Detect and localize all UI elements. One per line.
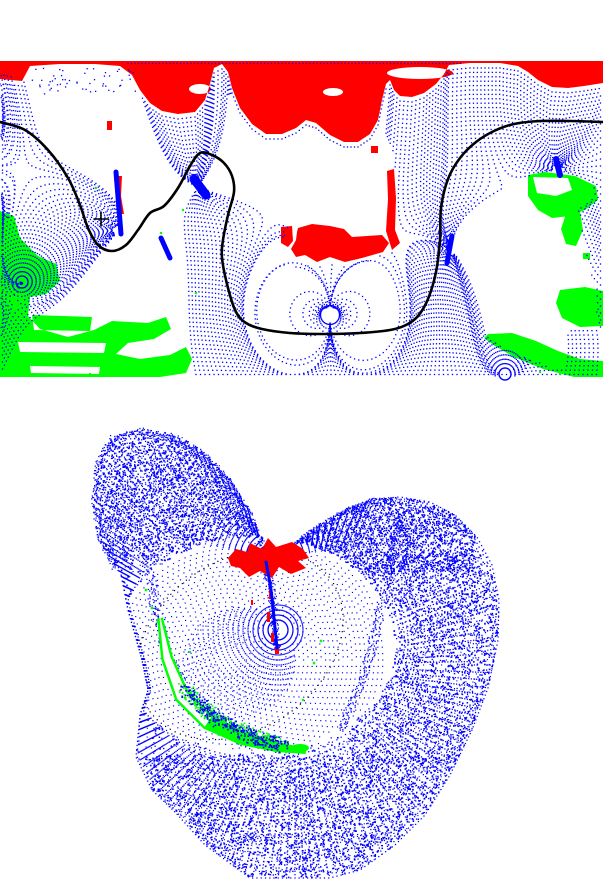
scientific-figure [0, 0, 603, 879]
sphere-view-panel [0, 0, 603, 879]
